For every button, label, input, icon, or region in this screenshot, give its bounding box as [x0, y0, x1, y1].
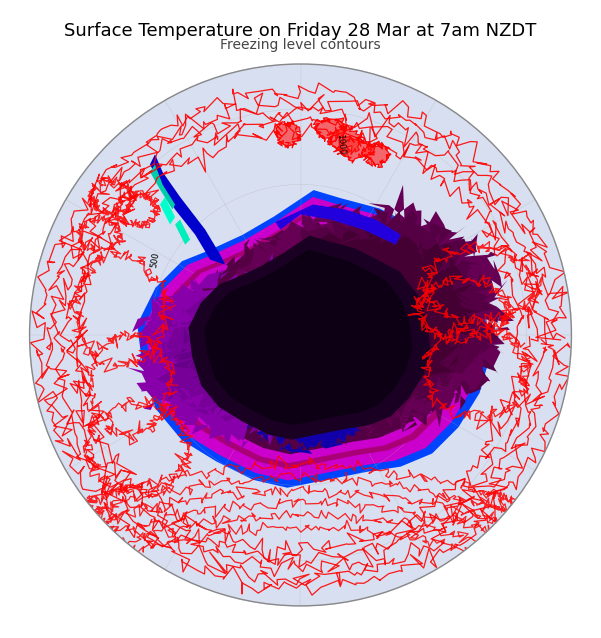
Polygon shape	[235, 248, 455, 412]
Polygon shape	[150, 154, 225, 265]
Polygon shape	[213, 234, 483, 427]
Polygon shape	[204, 249, 412, 425]
Text: Freezing level contours: Freezing level contours	[220, 38, 381, 52]
Polygon shape	[273, 121, 301, 148]
Text: Surface Temperature on Friday 28 Mar at 7am NZDT: Surface Temperature on Friday 28 Mar at …	[64, 22, 537, 40]
Polygon shape	[163, 214, 459, 463]
Polygon shape	[157, 269, 338, 434]
Polygon shape	[126, 253, 361, 449]
Polygon shape	[157, 208, 466, 469]
Polygon shape	[362, 142, 391, 167]
Polygon shape	[224, 185, 514, 437]
Polygon shape	[137, 190, 490, 487]
Polygon shape	[173, 222, 448, 454]
Polygon shape	[334, 137, 375, 163]
Polygon shape	[328, 125, 365, 154]
Text: 500: 500	[149, 251, 161, 268]
Polygon shape	[145, 197, 481, 480]
Polygon shape	[265, 223, 479, 415]
Polygon shape	[150, 165, 175, 209]
Polygon shape	[190, 207, 499, 447]
Polygon shape	[275, 205, 401, 244]
Polygon shape	[171, 294, 320, 416]
Polygon shape	[189, 235, 430, 440]
Polygon shape	[313, 117, 346, 142]
Polygon shape	[231, 208, 503, 422]
Text: 1000: 1000	[335, 133, 346, 155]
Circle shape	[29, 64, 572, 606]
Polygon shape	[242, 361, 369, 454]
Polygon shape	[175, 219, 190, 244]
Polygon shape	[160, 197, 175, 225]
